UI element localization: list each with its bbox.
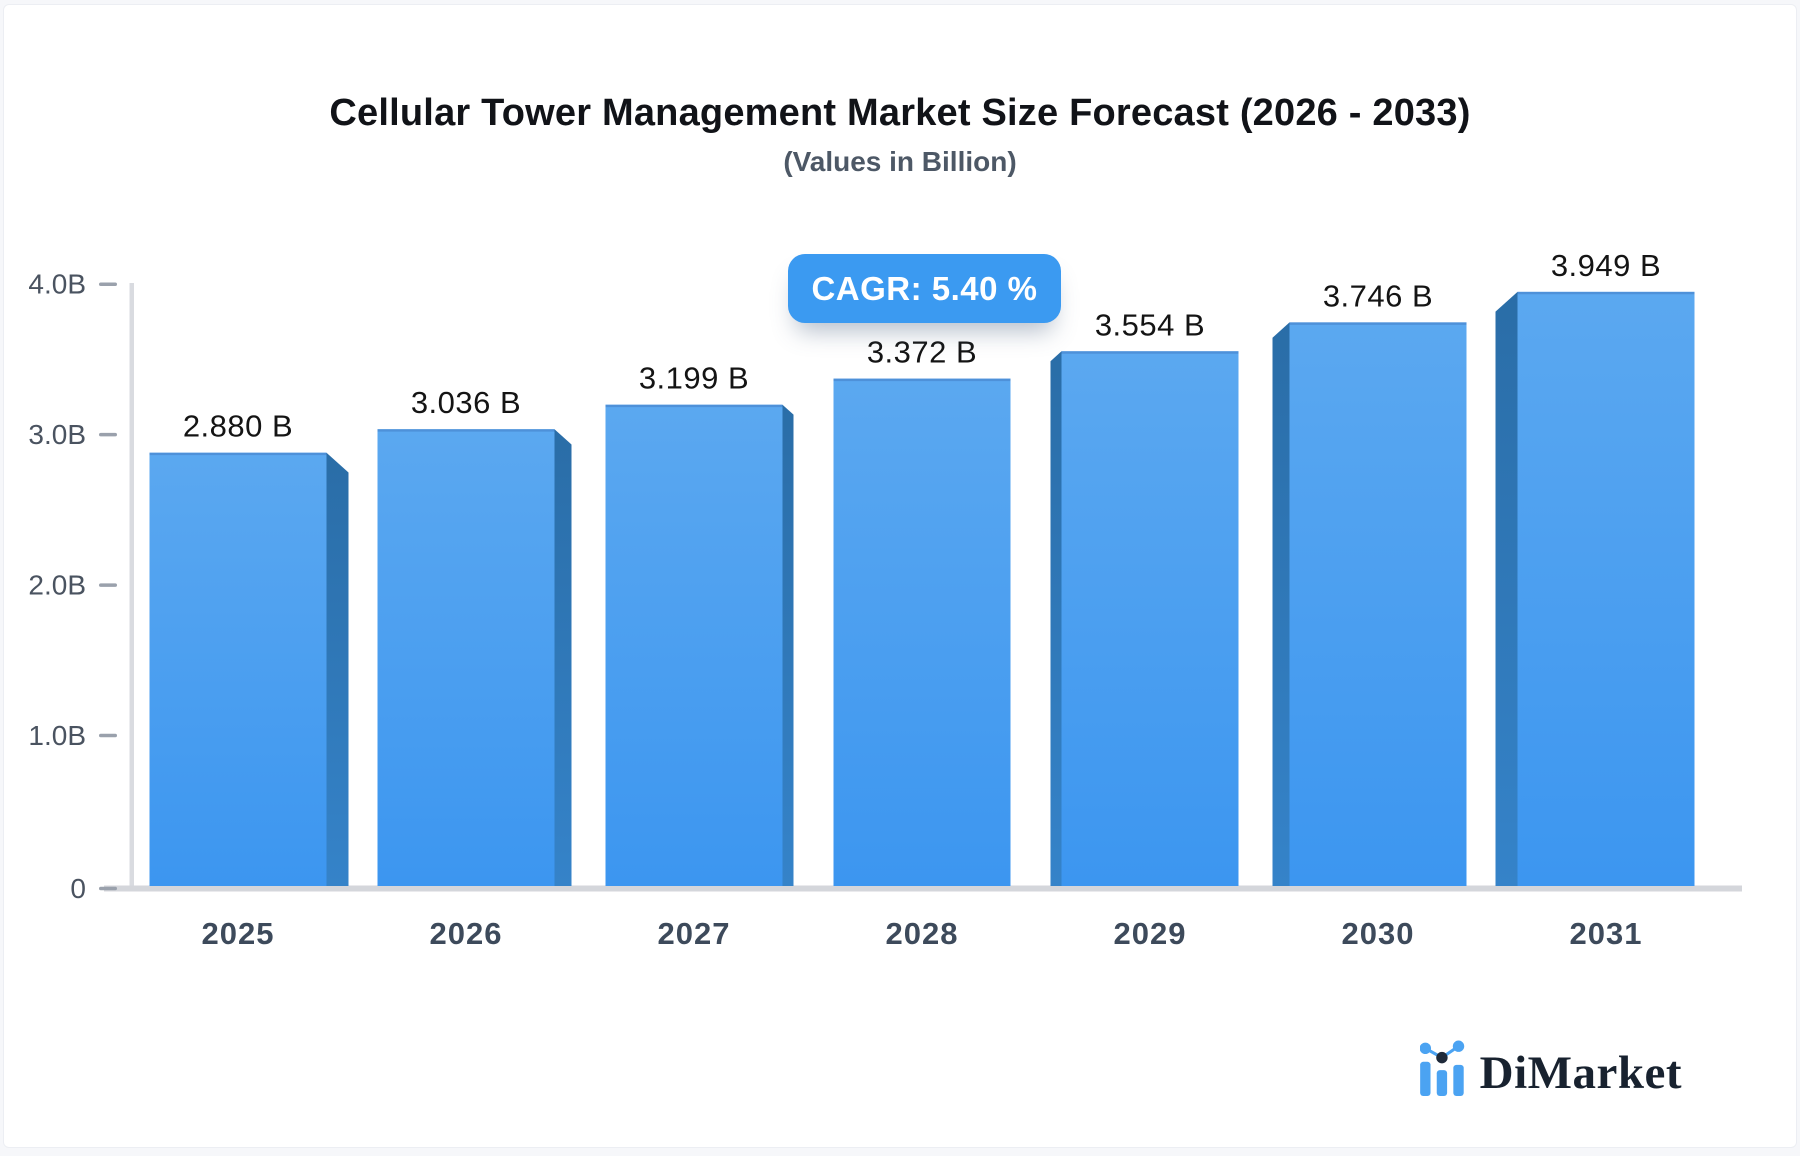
bar-group: 3.746 B 2030 — [1272, 278, 1467, 951]
bar-side-face — [1495, 291, 1518, 887]
cagr-badge-label: CAGR: 5.40 % — [811, 269, 1038, 307]
y-tick-label: 0 — [70, 873, 86, 904]
x-tick-label: 2027 — [658, 916, 731, 951]
bar-side-face — [782, 404, 794, 886]
y-tick-label: 1.0B — [28, 720, 86, 751]
bar-value-label: 2.880 B — [183, 409, 293, 444]
bar-group: 3.554 B 2029 — [1050, 307, 1239, 951]
bar — [833, 378, 1011, 886]
bar — [1289, 322, 1467, 886]
bar-side-face — [554, 429, 572, 886]
x-tick-label: 2029 — [1114, 916, 1187, 951]
cagr-badge: CAGR: 5.40 % — [788, 254, 1061, 323]
y-tick-label: 3.0B — [28, 419, 86, 450]
chart-title: Cellular Tower Management Market Size Fo… — [329, 92, 1471, 134]
x-tick-label: 2028 — [886, 916, 959, 951]
bar-group: 3.949 B 2031 — [1495, 248, 1695, 951]
y-tick-label: 2.0B — [28, 570, 86, 601]
y-tick-mark — [99, 886, 117, 891]
bar-group: 3.036 B 2026 — [377, 385, 572, 951]
y-tick-mark — [99, 733, 117, 738]
bar — [605, 404, 783, 886]
dimarket-logo: DiMarket — [1419, 1040, 1682, 1100]
bar-value-label: 3.036 B — [411, 385, 521, 420]
bar-group: 3.199 B 2027 — [605, 361, 794, 951]
bar-side-face — [1272, 322, 1290, 886]
bar-side-face — [1050, 351, 1062, 887]
bar — [1517, 291, 1695, 887]
bar-value-label: 3.949 B — [1551, 248, 1661, 283]
x-tick-label: 2025 — [202, 916, 275, 951]
y-tick-mark — [99, 583, 117, 587]
y-tick-mark — [99, 282, 117, 286]
bar-value-label: 3.372 B — [867, 335, 977, 370]
bar-value-label: 3.746 B — [1323, 278, 1433, 313]
bar — [1061, 351, 1239, 887]
mini-bar-chart-icon — [1419, 1040, 1464, 1096]
bar — [149, 452, 327, 886]
y-axis-line — [129, 283, 134, 892]
x-tick-label: 2026 — [430, 916, 503, 951]
y-tick-mark — [99, 432, 117, 437]
chart-subtitle: (Values in Billion) — [783, 146, 1017, 177]
x-tick-label: 2030 — [1342, 916, 1415, 951]
logo-text: DiMarket — [1479, 1047, 1682, 1100]
y-tick-label: 4.0B — [28, 269, 86, 300]
x-tick-label: 2031 — [1570, 916, 1643, 951]
bar-value-label: 3.554 B — [1095, 307, 1205, 342]
bar-value-label: 3.199 B — [639, 361, 749, 396]
bar-group: 2.880 B 2025 — [149, 409, 349, 951]
bar-group: 3.372 B 2028 — [833, 335, 1011, 951]
bar-side-face — [326, 452, 349, 886]
bar — [377, 429, 555, 886]
x-axis-line — [104, 885, 1742, 892]
